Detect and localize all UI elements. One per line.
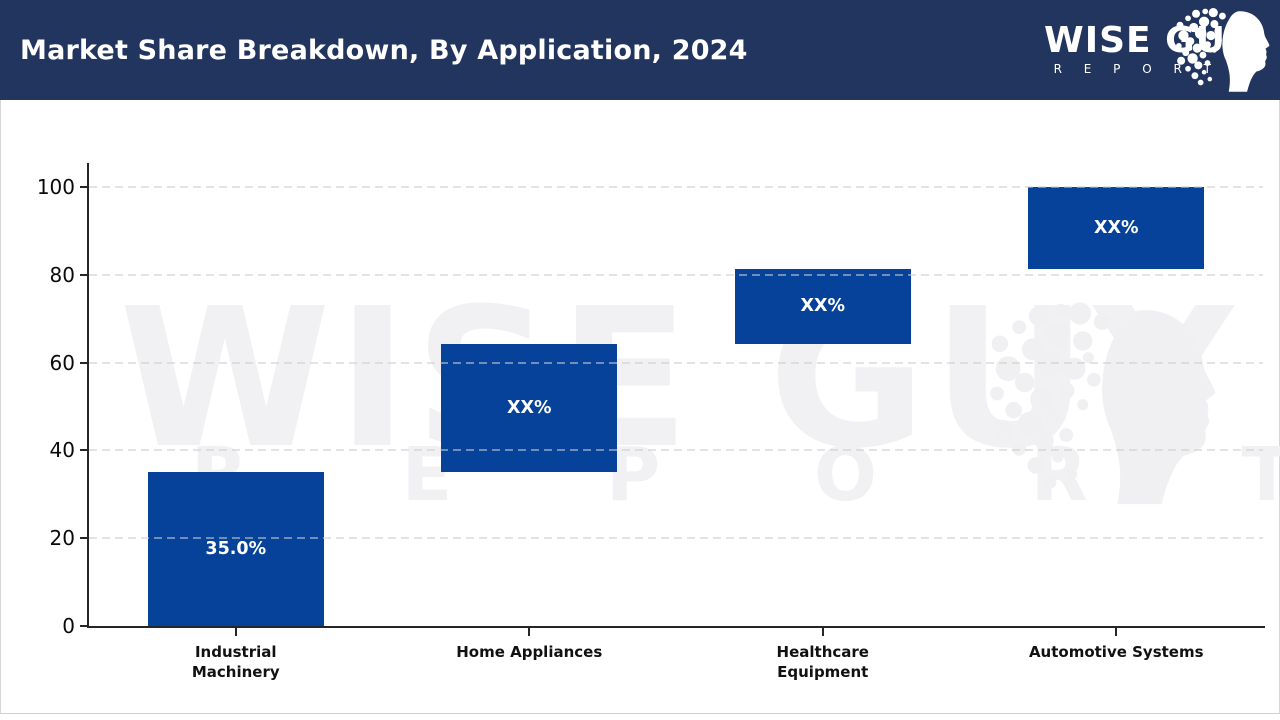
watermark-wordmark: WISE GUY [119, 268, 1240, 491]
gridline [89, 361, 1263, 364]
y-tick [80, 273, 88, 276]
x-tick [528, 628, 531, 636]
bar-value-label: 35.0% [205, 539, 267, 560]
y-tick [80, 186, 88, 188]
bar-segment: XX% [734, 268, 911, 345]
x-tick [1115, 628, 1118, 636]
y-axis-spine [87, 163, 89, 628]
y-tick [80, 625, 88, 627]
category-label-line: Industrial [194, 643, 277, 661]
x-axis-category-label: Automotive Systems [966, 642, 1266, 662]
x-axis-category-label: Home Appliances [379, 642, 679, 662]
y-tick [80, 449, 88, 452]
category-label-line: Machinery [191, 663, 280, 681]
x-axis-category-label: Healthcare Equipment [673, 642, 973, 682]
y-tick [80, 537, 88, 540]
dotted-head-icon [1175, 8, 1270, 92]
category-label-line: Equipment [777, 663, 869, 681]
x-tick [234, 628, 237, 636]
y-tick-label: 100 [36, 175, 75, 199]
bar-value-label: XX% [506, 398, 552, 419]
chart-area: WISE GUY R E P O R T S 35.0% XX% XX% XX% 0 2… [0, 100, 1280, 714]
gridline [89, 449, 1263, 452]
y-tick [80, 361, 88, 364]
y-tick-label: 80 [49, 262, 75, 287]
y-tick-label: 0 [62, 614, 75, 638]
x-tick [821, 628, 824, 636]
header-bar: Market Share Breakdown, By Application, … [0, 0, 1280, 100]
x-axis-category-label: Industrial Machinery [86, 642, 386, 682]
y-tick-label: 60 [49, 350, 75, 375]
gridline [89, 273, 1263, 276]
x-axis-spine [87, 626, 1265, 628]
category-label-line: Automotive Systems [1028, 643, 1204, 661]
y-tick-label: 40 [49, 438, 75, 463]
gridline [89, 537, 1263, 540]
plot-area: 35.0% XX% XX% XX% [89, 186, 1263, 626]
bar-value-label: XX% [800, 296, 846, 317]
gridline [89, 186, 1263, 188]
page-title: Market Share Breakdown, By Application, … [20, 34, 748, 66]
brand-logo: WISE GUY R E P O R T S [1016, 4, 1270, 96]
category-label-line: Healthcare [776, 643, 869, 661]
watermark-subtext: R E P O R T S [191, 432, 1280, 518]
category-label-line: Home Appliances [456, 643, 603, 661]
y-tick-label: 20 [49, 526, 75, 551]
bar-segment: 35.0% [147, 472, 324, 626]
bar-value-label: XX% [1093, 217, 1139, 238]
bar-segment: XX% [1028, 187, 1205, 269]
